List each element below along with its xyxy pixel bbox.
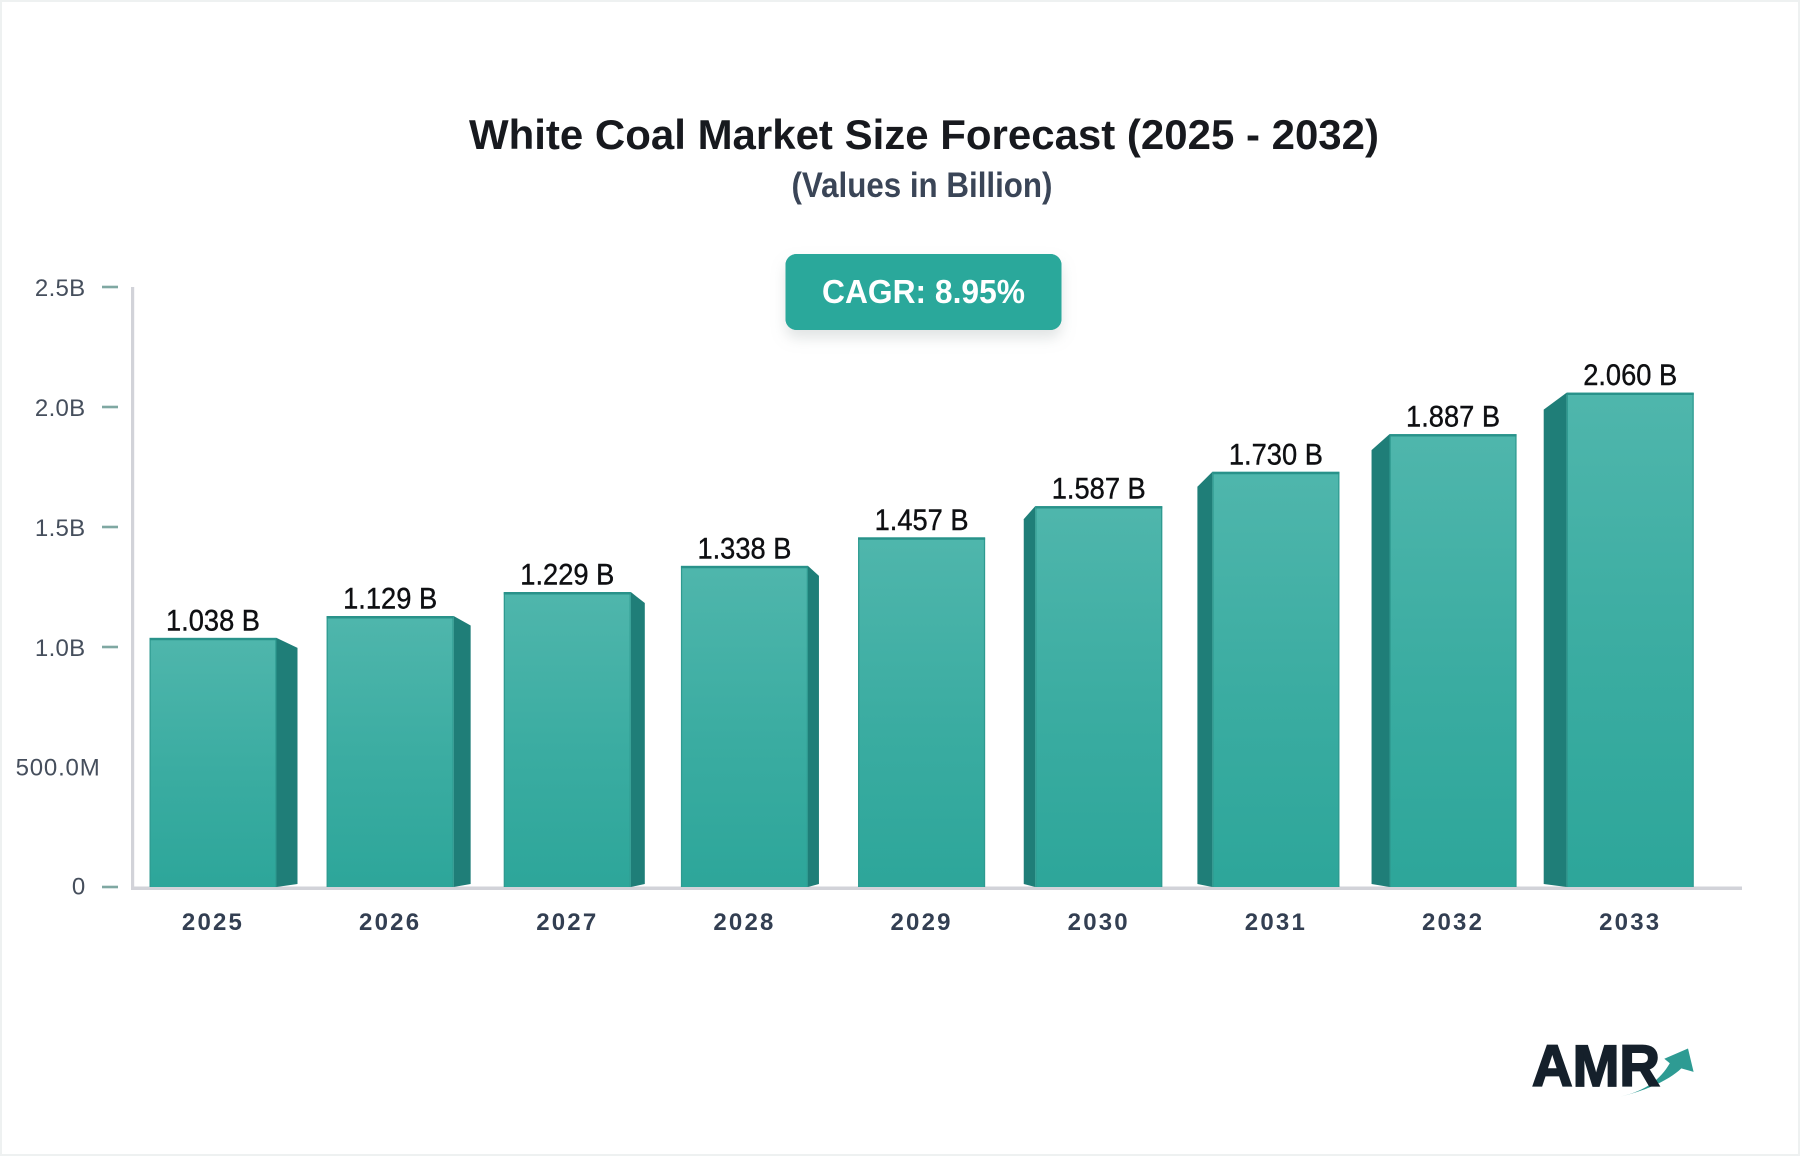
svg-text:2029: 2029 bbox=[890, 909, 952, 936]
svg-text:1.338 B: 1.338 B bbox=[697, 532, 791, 565]
svg-text:2.060 B: 2.060 B bbox=[1583, 359, 1677, 392]
svg-text:2028: 2028 bbox=[713, 909, 775, 936]
svg-text:2032: 2032 bbox=[1422, 909, 1484, 936]
svg-text:2025: 2025 bbox=[182, 909, 244, 936]
svg-text:CAGR: 8.95%: CAGR: 8.95% bbox=[822, 273, 1025, 310]
svg-text:0: 0 bbox=[72, 874, 86, 901]
svg-text:1.038 B: 1.038 B bbox=[166, 604, 260, 637]
svg-text:1.587 B: 1.587 B bbox=[1052, 473, 1146, 506]
svg-text:2.5B: 2.5B bbox=[35, 275, 86, 302]
svg-text:1.457 B: 1.457 B bbox=[875, 504, 969, 537]
svg-text:2033: 2033 bbox=[1599, 909, 1661, 936]
svg-text:2.0B: 2.0B bbox=[35, 395, 86, 422]
svg-text:1.5B: 1.5B bbox=[35, 515, 86, 542]
svg-text:500.0M: 500.0M bbox=[16, 755, 101, 782]
svg-text:1.887 B: 1.887 B bbox=[1406, 401, 1500, 434]
svg-text:(Values in Billion): (Values in Billion) bbox=[792, 166, 1053, 205]
svg-text:2030: 2030 bbox=[1068, 909, 1130, 936]
svg-text:1.129 B: 1.129 B bbox=[343, 583, 437, 616]
svg-text:1.730 B: 1.730 B bbox=[1229, 438, 1323, 471]
svg-text:2026: 2026 bbox=[359, 909, 421, 936]
svg-text:1.229 B: 1.229 B bbox=[520, 559, 614, 592]
svg-text:1.0B: 1.0B bbox=[35, 635, 86, 662]
svg-text:AMR: AMR bbox=[1532, 1034, 1660, 1099]
svg-text:2031: 2031 bbox=[1245, 909, 1307, 936]
svg-text:White Coal Market Size Forecas: White Coal Market Size Forecast (2025 - … bbox=[469, 111, 1379, 158]
svg-text:2027: 2027 bbox=[536, 909, 598, 936]
